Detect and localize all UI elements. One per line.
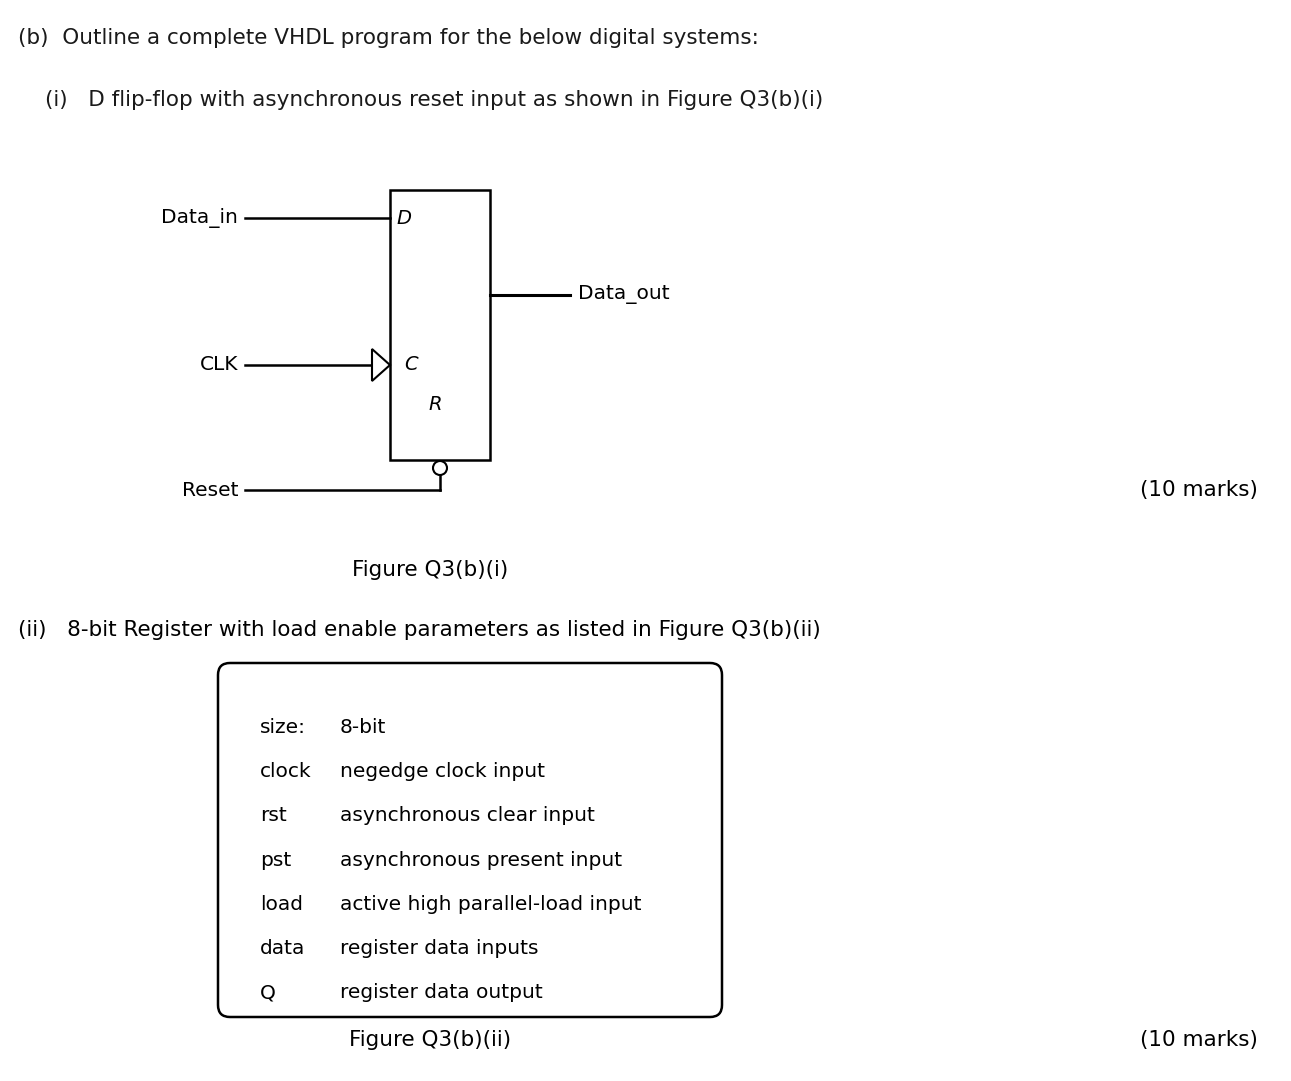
Text: active high parallel-load input: active high parallel-load input bbox=[340, 895, 642, 913]
Text: pst: pst bbox=[259, 851, 292, 869]
Text: size:: size: bbox=[259, 718, 306, 736]
Text: negedge clock input: negedge clock input bbox=[340, 762, 545, 780]
Text: (b)  Outline a complete VHDL program for the below digital systems:: (b) Outline a complete VHDL program for … bbox=[18, 28, 759, 48]
Text: (ii)   8-bit Register with load enable parameters as listed in Figure Q3(b)(ii): (ii) 8-bit Register with load enable par… bbox=[18, 620, 821, 640]
Text: load: load bbox=[259, 895, 303, 913]
Text: Figure Q3(b)(ii): Figure Q3(b)(ii) bbox=[349, 1030, 511, 1050]
Text: asynchronous clear input: asynchronous clear input bbox=[340, 806, 595, 825]
Text: D: D bbox=[396, 209, 411, 227]
Text: (10 marks): (10 marks) bbox=[1140, 1030, 1257, 1050]
Text: register data inputs: register data inputs bbox=[340, 939, 538, 958]
Text: Data_out: Data_out bbox=[578, 285, 670, 305]
Text: Q: Q bbox=[259, 984, 276, 1002]
Text: CLK: CLK bbox=[200, 356, 238, 374]
Polygon shape bbox=[372, 349, 390, 381]
Text: 8-bit: 8-bit bbox=[340, 718, 386, 736]
Bar bbox=[390, 190, 491, 461]
Text: (i)   D flip-flop with asynchronous reset input as shown in Figure Q3(b)(i): (i) D flip-flop with asynchronous reset … bbox=[45, 90, 824, 110]
Text: Data_in: Data_in bbox=[161, 208, 238, 228]
Text: (10 marks): (10 marks) bbox=[1140, 480, 1257, 501]
Text: asynchronous present input: asynchronous present input bbox=[340, 851, 622, 869]
Text: Figure Q3(b)(i): Figure Q3(b)(i) bbox=[352, 560, 509, 580]
Circle shape bbox=[432, 461, 447, 475]
Text: Reset: Reset bbox=[182, 480, 238, 499]
Text: C: C bbox=[404, 356, 417, 374]
FancyBboxPatch shape bbox=[218, 663, 722, 1017]
Text: clock: clock bbox=[259, 762, 311, 780]
Text: data: data bbox=[259, 939, 306, 958]
Text: register data output: register data output bbox=[340, 984, 542, 1002]
Text: rst: rst bbox=[259, 806, 287, 825]
Text: R: R bbox=[429, 396, 442, 414]
